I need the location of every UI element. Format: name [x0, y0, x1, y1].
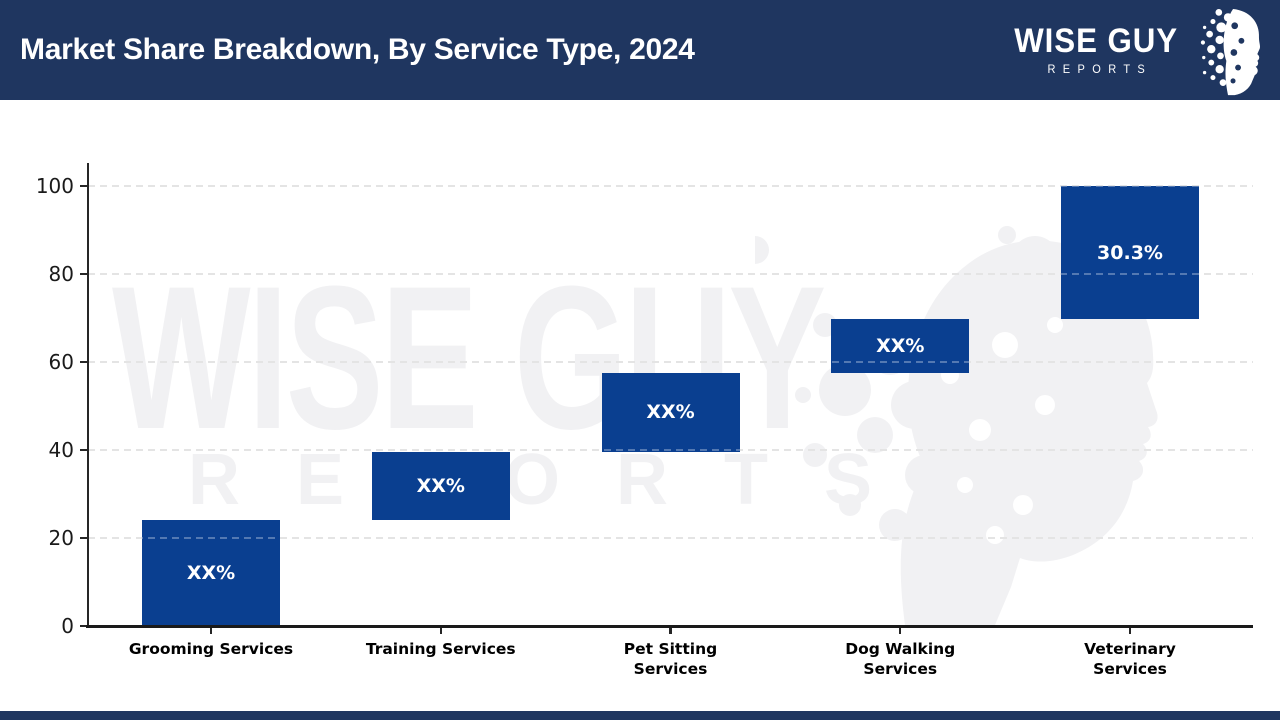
- logo-text: WISE GUY REPORTS: [1014, 24, 1178, 76]
- bar-2: [371, 452, 510, 520]
- y-tick-label: 40: [48, 438, 74, 462]
- bar-value-label: XX%: [876, 334, 925, 357]
- y-tick-label: 60: [48, 350, 74, 374]
- x-tick-mark: [669, 626, 672, 634]
- bar-value-label: XX%: [646, 401, 695, 424]
- bar-5: [1061, 186, 1199, 320]
- y-tick-mark: [80, 449, 88, 452]
- x-tick-label: Veterinary Services: [1084, 640, 1176, 678]
- bar-value-label: XX%: [186, 561, 236, 584]
- y-axis-line: [87, 163, 90, 627]
- logo-wiseguy-text: WISE GUY: [1014, 22, 1178, 60]
- x-tick-label: Dog Walking Services: [845, 640, 956, 678]
- y-tick-label: 100: [35, 174, 74, 198]
- y-tick-label: 0: [61, 614, 74, 638]
- gridline-overlay: [88, 185, 1253, 187]
- bar-value-label: XX%: [416, 474, 465, 497]
- wise-guy-reports-logo: WISE GUY REPORTS: [1000, 0, 1266, 100]
- bar-4: [831, 319, 970, 373]
- y-tick-label: 80: [48, 262, 74, 286]
- x-tick-label: Training Services: [365, 640, 516, 658]
- x-tick-mark: [439, 626, 442, 634]
- y-tick-mark: [80, 625, 88, 628]
- gridline-overlay: [88, 537, 1253, 539]
- bar-1: [142, 519, 280, 626]
- gridline-overlay: [88, 361, 1253, 363]
- x-axis-line: [86, 624, 1253, 628]
- chart-plot-area: 0 20 40 60 80 100 XX% XX% XX% XX% 30.3% Grooming Se…: [0, 100, 1280, 712]
- y-tick-mark: [80, 185, 88, 188]
- logo-reports-text: REPORTS: [1047, 62, 1153, 76]
- y-tick-mark: [80, 273, 88, 276]
- header-bar: Market Share Breakdown, By Service Type,…: [0, 0, 1280, 100]
- y-tick-label: 20: [48, 526, 74, 550]
- page-title: Market Share Breakdown, By Service Type,…: [20, 33, 695, 66]
- watermark-reports-text: REPORTS: [188, 440, 929, 520]
- gridline-overlay: [88, 449, 1253, 451]
- gridline: [88, 185, 1253, 187]
- y-tick-mark: [80, 537, 88, 540]
- gridline: [88, 273, 1253, 275]
- x-tick-mark: [899, 626, 902, 634]
- x-tick-mark: [1128, 626, 1132, 634]
- gridline: [88, 537, 1253, 539]
- x-tick-mark: [209, 626, 213, 634]
- gridline: [88, 361, 1253, 363]
- bar-3: [601, 372, 740, 453]
- bar-value-label: 30.3%: [1097, 241, 1163, 264]
- logo-face-icon: [1200, 9, 1261, 96]
- y-tick-mark: [80, 361, 88, 364]
- gridline-overlay: [88, 273, 1253, 275]
- footer-bar: [0, 711, 1280, 720]
- x-tick-label: Grooming Services: [128, 640, 294, 658]
- x-tick-label: Pet Sitting Services: [623, 640, 718, 678]
